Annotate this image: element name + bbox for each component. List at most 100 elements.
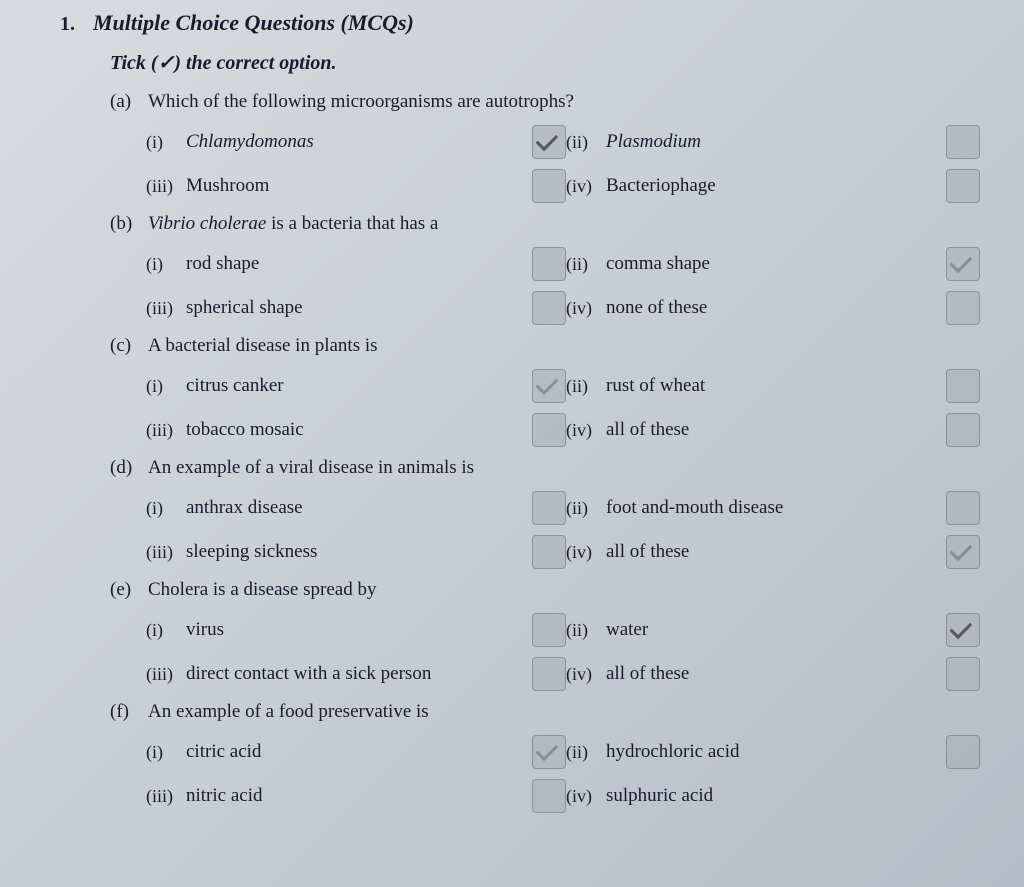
option-label: (iv) xyxy=(566,298,606,319)
checkbox-e-iii[interactable] xyxy=(532,657,566,691)
checkbox-c-iv[interactable] xyxy=(946,413,980,447)
question-a-text: (a) Which of the following microorganism… xyxy=(110,91,994,113)
option-text: Plasmodium xyxy=(606,131,946,153)
checkbox-f-i[interactable] xyxy=(532,735,566,769)
question-b-text: (b) Vibrio cholerae is a bacteria that h… xyxy=(110,213,994,235)
option-label: (i) xyxy=(146,132,186,153)
section-number: 1. xyxy=(60,13,75,36)
option-f-iii: (iii) nitric acid xyxy=(146,779,566,813)
option-d-iv: (iv) all of these xyxy=(566,535,994,569)
checkbox-a-iv[interactable] xyxy=(946,169,980,203)
checkbox-f-ii[interactable] xyxy=(946,735,980,769)
question-content: Cholera is a disease spread by xyxy=(148,579,994,601)
options-row: (iii) sleeping sickness (iv) all of thes… xyxy=(110,535,994,569)
options-row: (i) citrus canker (ii) rust of wheat xyxy=(110,369,994,403)
option-e-iii: (iii) direct contact with a sick person xyxy=(146,657,566,691)
option-text: citrus canker xyxy=(186,375,516,397)
option-text: hydrochloric acid xyxy=(606,741,946,763)
option-b-ii: (ii) comma shape xyxy=(566,247,994,281)
section-title: Multiple Choice Questions (MCQs) xyxy=(93,10,414,36)
option-b-iii: (iii) spherical shape xyxy=(146,291,566,325)
options-row: (iii) Mushroom (iv) Bacteriophage xyxy=(110,169,994,203)
option-text: all of these xyxy=(606,663,946,685)
checkbox-e-i[interactable] xyxy=(532,613,566,647)
question-c-text: (c) A bacterial disease in plants is xyxy=(110,335,994,357)
option-label: (ii) xyxy=(566,742,606,763)
checkbox-b-ii[interactable] xyxy=(946,247,980,281)
option-d-i: (i) anthrax disease xyxy=(146,491,566,525)
checkbox-a-ii[interactable] xyxy=(946,125,980,159)
option-a-ii: (ii) Plasmodium xyxy=(566,125,994,159)
checkbox-b-iv[interactable] xyxy=(946,291,980,325)
checkbox-c-i[interactable] xyxy=(532,369,566,403)
question-c: (c) A bacterial disease in plants is (i)… xyxy=(110,335,994,447)
checkbox-b-i[interactable] xyxy=(532,247,566,281)
option-text: rust of wheat xyxy=(606,375,946,397)
text-suffix: is a bacteria that has a xyxy=(266,213,438,234)
option-b-iv: (iv) none of these xyxy=(566,291,994,325)
option-label: (iv) xyxy=(566,176,606,197)
option-label: (iii) xyxy=(146,176,186,197)
checkbox-d-iv[interactable] xyxy=(946,535,980,569)
option-label: (iii) xyxy=(146,298,186,319)
option-label: (iv) xyxy=(566,664,606,685)
options-row: (i) anthrax disease (ii) foot and-mouth … xyxy=(110,491,994,525)
option-text: none of these xyxy=(606,297,946,319)
checkbox-e-iv[interactable] xyxy=(946,657,980,691)
checkbox-e-ii[interactable] xyxy=(946,613,980,647)
option-label: (iii) xyxy=(146,786,186,807)
question-label: (c) xyxy=(110,335,138,357)
checkbox-a-iii[interactable] xyxy=(532,169,566,203)
option-label: (iv) xyxy=(566,420,606,441)
question-label: (e) xyxy=(110,579,138,601)
options-row: (iii) spherical shape (iv) none of these xyxy=(110,291,994,325)
option-label: (ii) xyxy=(566,376,606,397)
checkbox-d-iii[interactable] xyxy=(532,535,566,569)
option-d-iii: (iii) sleeping sickness xyxy=(146,535,566,569)
question-f: (f) An example of a food preservative is… xyxy=(110,701,994,813)
question-e-text: (e) Cholera is a disease spread by xyxy=(110,579,994,601)
option-c-iv: (iv) all of these xyxy=(566,413,994,447)
instruction-text: Tick (✓) the correct option. xyxy=(110,50,994,75)
option-label: (ii) xyxy=(566,620,606,641)
option-e-i: (i) virus xyxy=(146,613,566,647)
checkbox-b-iii[interactable] xyxy=(532,291,566,325)
checkbox-c-iii[interactable] xyxy=(532,413,566,447)
question-e: (e) Cholera is a disease spread by (i) v… xyxy=(110,579,994,691)
option-text: all of these xyxy=(606,541,946,563)
option-text: anthrax disease xyxy=(186,497,516,519)
option-a-iii: (iii) Mushroom xyxy=(146,169,566,203)
option-label: (iii) xyxy=(146,420,186,441)
tick-icon xyxy=(536,739,559,762)
question-d-text: (d) An example of a viral disease in ani… xyxy=(110,457,994,479)
tick-icon xyxy=(536,373,559,396)
option-d-ii: (ii) foot and-mouth disease xyxy=(566,491,994,525)
option-text: Bacteriophage xyxy=(606,175,946,197)
option-c-iii: (iii) tobacco mosaic xyxy=(146,413,566,447)
option-e-iv: (iv) all of these xyxy=(566,657,994,691)
tick-icon xyxy=(950,251,973,274)
question-label: (a) xyxy=(110,91,138,113)
option-label: (i) xyxy=(146,498,186,519)
option-text: Chlamydomonas xyxy=(186,131,516,153)
checkbox-f-iii[interactable] xyxy=(532,779,566,813)
option-text: comma shape xyxy=(606,253,946,275)
option-text: direct contact with a sick person xyxy=(186,663,516,685)
checkbox-c-ii[interactable] xyxy=(946,369,980,403)
checkbox-a-i[interactable] xyxy=(532,125,566,159)
option-label: (iv) xyxy=(566,786,606,807)
option-f-ii: (ii) hydrochloric acid xyxy=(566,735,994,769)
options-row: (i) citric acid (ii) hydrochloric acid xyxy=(110,735,994,769)
options-row: (iii) nitric acid (iv) sulphuric acid xyxy=(110,779,994,813)
option-text: virus xyxy=(186,619,516,641)
question-d: (d) An example of a viral disease in ani… xyxy=(110,457,994,569)
checkbox-d-ii[interactable] xyxy=(946,491,980,525)
option-text: tobacco mosaic xyxy=(186,419,516,441)
question-content: An example of a food preservative is xyxy=(148,701,994,723)
option-label: (ii) xyxy=(566,132,606,153)
option-text: all of these xyxy=(606,419,946,441)
option-label: (ii) xyxy=(566,498,606,519)
option-text: rod shape xyxy=(186,253,516,275)
checkbox-d-i[interactable] xyxy=(532,491,566,525)
option-label: (i) xyxy=(146,254,186,275)
